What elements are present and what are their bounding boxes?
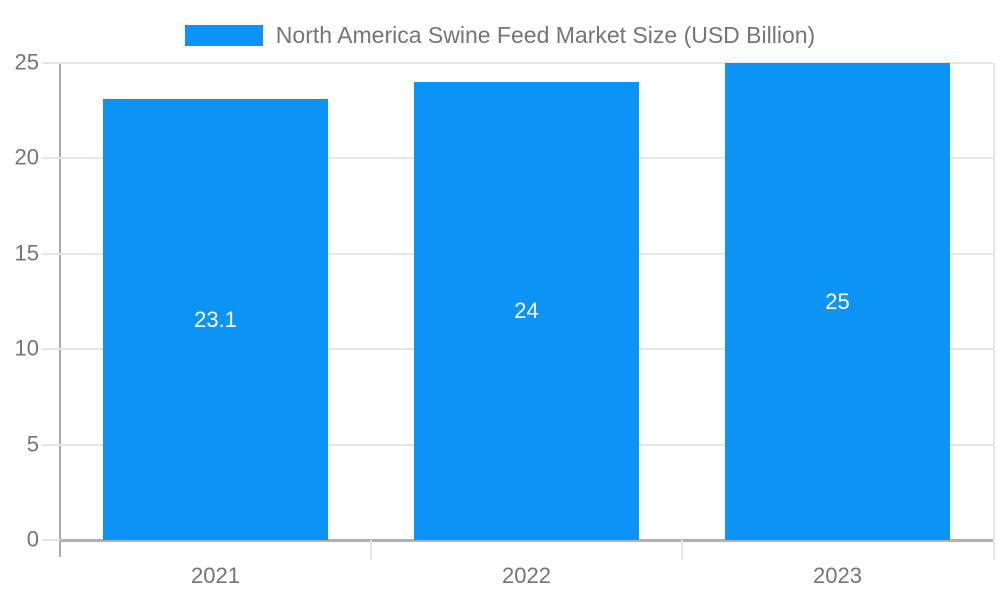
- category-boundary-tick: [370, 540, 372, 560]
- bar-value-label: 25: [825, 288, 850, 314]
- gridline: [60, 62, 993, 64]
- x-axis-line: [60, 539, 993, 542]
- y-axis-tick-label: 10: [14, 335, 39, 361]
- y-tick-mark: [42, 539, 60, 541]
- y-tick-mark: [42, 252, 60, 255]
- y-axis-line: [59, 63, 61, 557]
- bar: 24: [414, 82, 639, 540]
- legend-label: North America Swine Feed Market Size (US…: [275, 22, 816, 48]
- y-tick-mark: [42, 157, 60, 160]
- x-axis-tick-label: 2023: [813, 563, 862, 588]
- x-axis-tick-label: 2021: [191, 563, 240, 588]
- x-axis-tick-label: 2022: [502, 563, 551, 588]
- y-tick-mark: [42, 348, 60, 351]
- plot-right-border: [993, 63, 995, 560]
- category-boundary-tick: [681, 540, 683, 560]
- legend: North America Swine Feed Market Size (US…: [0, 22, 1000, 49]
- y-tick-mark: [42, 443, 60, 446]
- legend-swatch: [184, 25, 263, 46]
- bar: 23.1: [103, 99, 328, 540]
- bar: 25: [725, 63, 950, 540]
- y-axis-tick-label: 5: [26, 431, 39, 457]
- plot-area: 0 5 10 15 20 25 23.1 2021 24 2022 25 2023: [15, 49, 995, 588]
- y-axis-tick-label: 15: [14, 240, 39, 266]
- y-axis-tick-label: 20: [14, 144, 39, 170]
- y-tick-mark: [42, 62, 60, 64]
- bar-value-label: 24: [514, 298, 539, 324]
- bar-value-label: 23.1: [194, 306, 237, 332]
- y-axis-tick-label: 25: [14, 49, 39, 75]
- y-axis-tick-label: 0: [26, 526, 39, 552]
